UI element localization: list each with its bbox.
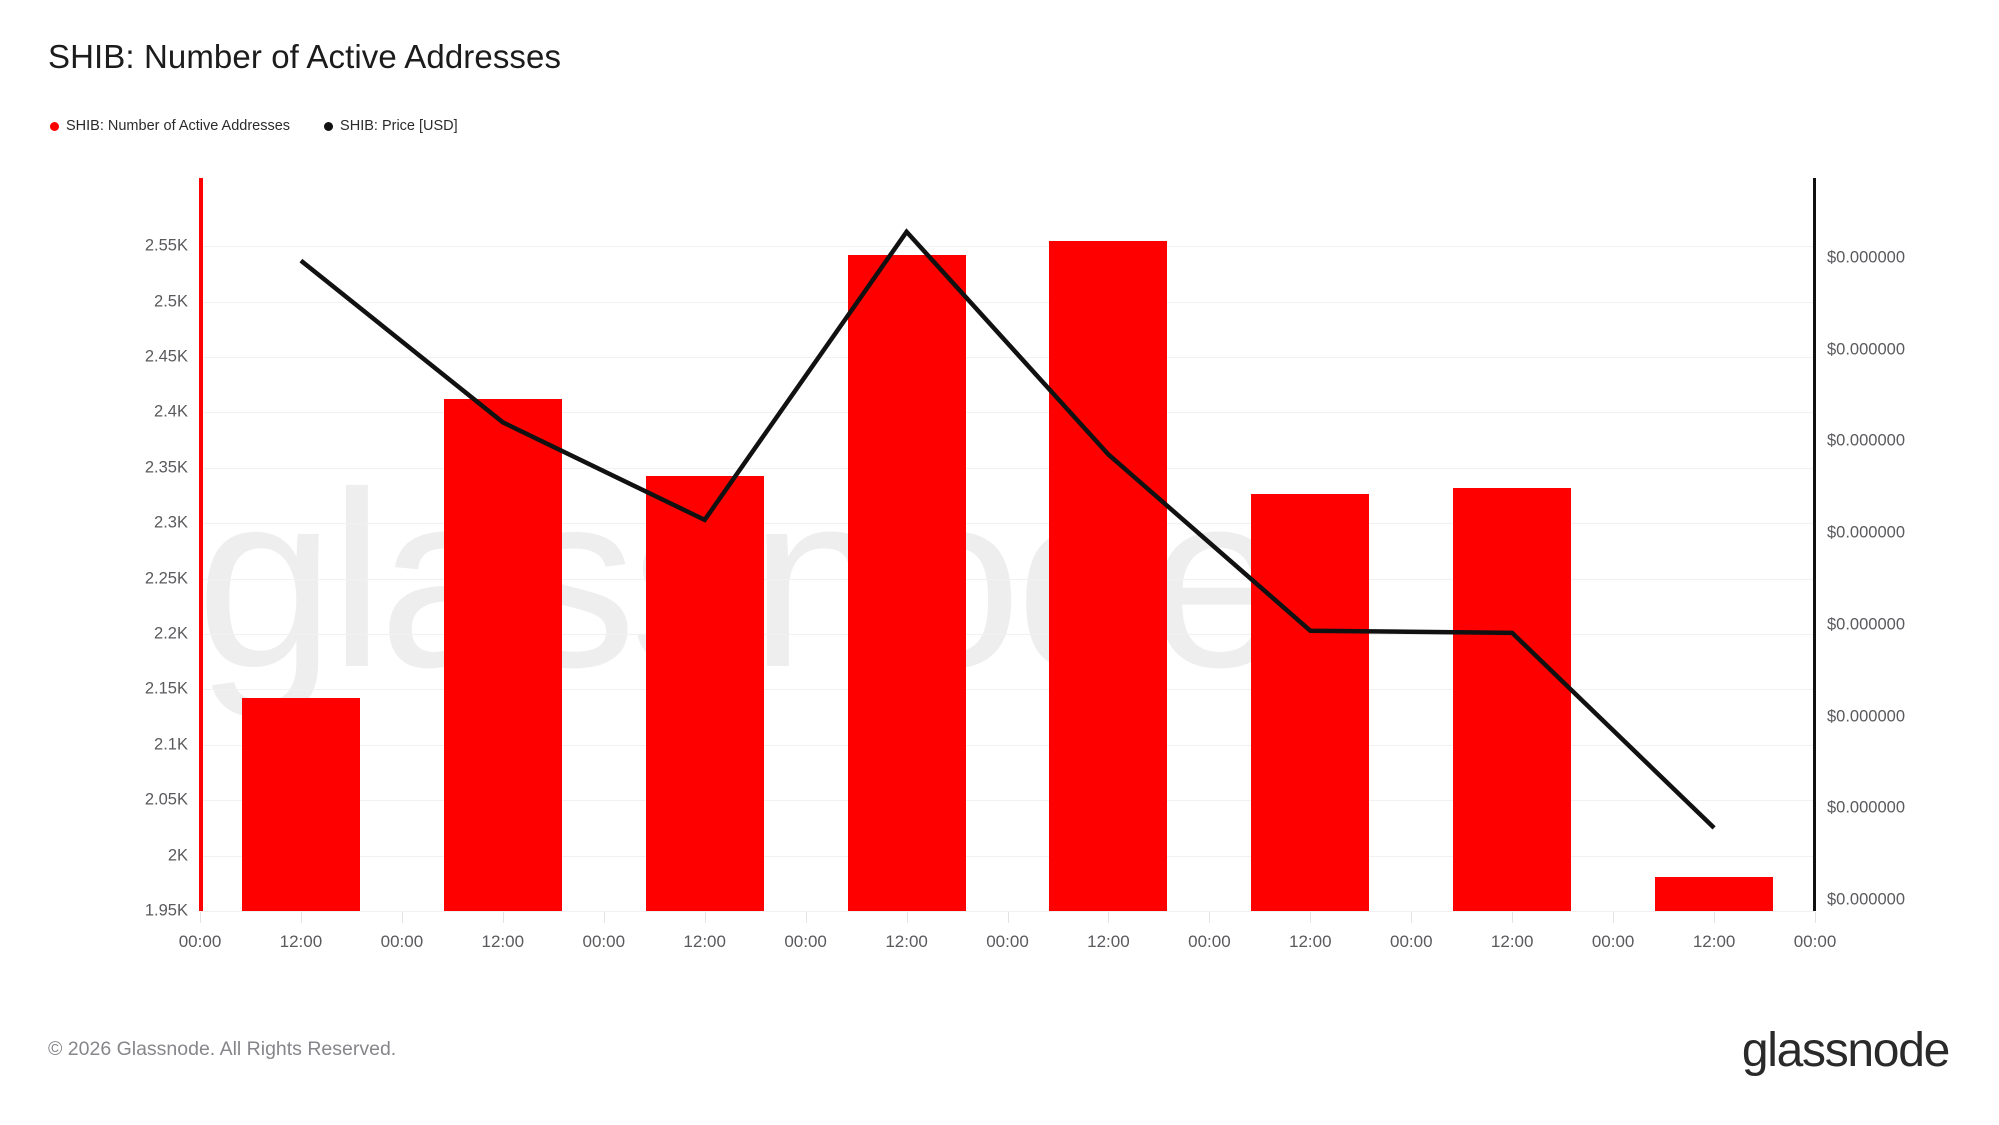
plot-area (200, 224, 1815, 912)
x-axis-tick-label: 12:00 (1289, 932, 1332, 951)
x-axis-tick-mark (805, 912, 807, 923)
gridline (200, 357, 1815, 358)
bar-series (200, 224, 1815, 911)
x-axis-tick-mark (1209, 912, 1211, 923)
left-axis-tick-label: 2.4K (154, 402, 188, 421)
right-axis-spine (1813, 178, 1816, 911)
left-axis-tick-label: 2.2K (154, 624, 188, 643)
x-axis-tick-mark (1108, 912, 1110, 923)
bar[interactable] (1453, 487, 1572, 911)
x-axis-tick-mark (1613, 912, 1615, 923)
gridline (200, 855, 1815, 857)
right-axis-tick-label: $0.000000 (1827, 615, 1905, 634)
x-axis-tick-label: 00:00 (1793, 932, 1837, 951)
gridline (200, 911, 1815, 912)
x-axis-tick-mark (300, 912, 302, 923)
chart-legend: SHIB: Number of Active Addresses SHIB: P… (50, 118, 458, 134)
gridline (200, 800, 1815, 802)
dot-icon (50, 121, 59, 131)
gridline (200, 412, 1815, 414)
x-axis-tick-label: 12:00 (279, 932, 323, 951)
chart-canvas: glassnode 2.55K2.5K2.45K2.4K2.35K2.3K2.2… (144, 178, 1905, 951)
gridline (200, 301, 1815, 303)
price-line-series (299, 228, 1716, 830)
left-axis-tick-label: 2.25K (144, 569, 188, 588)
right-axis-tick-label: $0.000000 (1827, 707, 1905, 726)
legend-item-active-addresses[interactable]: SHIB: Number of Active Addresses (50, 118, 290, 134)
x-axis-tick-label: 12:00 (1490, 932, 1534, 951)
bar[interactable] (645, 475, 764, 911)
left-axis-tick-label: 2K (167, 846, 188, 865)
x-axis-tick-mark (1411, 912, 1413, 923)
bar[interactable] (1655, 876, 1774, 911)
x-axis-tick-mark (200, 912, 201, 923)
x-axis-tick-label: 00:00 (1591, 932, 1635, 951)
x-axis-tick-label: 00:00 (178, 932, 222, 951)
x-axis-tick-label: 12:00 (683, 932, 726, 951)
bar[interactable] (1049, 240, 1168, 911)
x-axis-tick-mark (1512, 912, 1514, 923)
legend-item-label: SHIB: Price [USD] (340, 118, 458, 134)
x-axis-tick-mark (1714, 912, 1716, 923)
x-axis-tick-label: 00:00 (1390, 932, 1433, 951)
gridline (200, 744, 1815, 746)
right-axis-tick-label: $0.000000 (1827, 431, 1905, 450)
right-axis-tick-label: $0.000000 (1827, 340, 1905, 359)
glassnode-logo: glassnode (1741, 1024, 1950, 1077)
bar[interactable] (241, 698, 360, 911)
x-axis-tick-mark (704, 912, 706, 923)
gridlines (200, 224, 1815, 912)
gridline (200, 634, 1815, 635)
left-axis-tick-label: 2.1K (154, 735, 188, 754)
x-axis-tick-label: 12:00 (481, 932, 525, 951)
right-axis-tick-label: $0.000000 (1827, 523, 1905, 542)
x-axis-tick-label: 00:00 (986, 932, 1029, 951)
x-axis-tick-mark (1815, 912, 1816, 923)
bar[interactable] (847, 255, 966, 911)
price-line (299, 228, 1716, 830)
gridline (200, 246, 1815, 248)
left-axis-tick-label: 2.3K (154, 513, 188, 532)
gridline (200, 467, 1815, 469)
x-axis-tick-mark (906, 912, 908, 923)
bar[interactable] (443, 399, 562, 911)
left-axis-tick-label: 2.55K (144, 236, 188, 255)
x-axis-tick-mark (603, 912, 605, 923)
gridline (200, 689, 1815, 691)
x-axis-tick-mark (502, 912, 504, 923)
footer-copyright: © 2026 Glassnode. All Rights Reserved. (48, 1038, 397, 1060)
left-axis-tick-label: 2.45K (144, 347, 188, 366)
x-axis-tick-mark (1310, 912, 1312, 923)
x-axis-tick-mark (401, 912, 403, 923)
dot-icon (324, 121, 334, 131)
x-axis-tick-label: 00:00 (1188, 932, 1231, 951)
left-axis-tick-label: 1.95K (144, 901, 188, 920)
x-axis-tick-label: 12:00 (1087, 932, 1130, 951)
right-axis-tick-label: $0.000000 (1827, 798, 1905, 817)
left-axis-tick-label: 2.5K (154, 292, 188, 311)
x-axis-tick-label: 00:00 (784, 932, 827, 951)
x-axis-tick-label: 00:00 (582, 932, 626, 951)
x-axis-tick-label: 12:00 (885, 932, 928, 951)
left-axis-tick-label: 2.35K (144, 458, 188, 477)
page-title: SHIB: Number of Active Addresses (48, 38, 562, 75)
x-axis-tick-label: 12:00 (1692, 932, 1736, 951)
right-axis-tick-label: $0.000000 (1827, 248, 1905, 267)
left-axis-tick-label: 2.05K (144, 790, 188, 809)
left-axis-spine (199, 178, 203, 911)
gridline (200, 523, 1815, 525)
legend-item-label: SHIB: Number of Active Addresses (66, 118, 291, 134)
right-axis-tick-label: $0.000000 (1827, 890, 1905, 909)
x-axis-tick-label: 00:00 (380, 932, 424, 951)
legend-item-price[interactable]: SHIB: Price [USD] (324, 118, 458, 134)
x-axis-tick-mark (1007, 912, 1009, 923)
left-axis-tick-label: 2.15K (144, 679, 188, 698)
gridline (200, 578, 1815, 580)
bar[interactable] (1251, 494, 1370, 911)
